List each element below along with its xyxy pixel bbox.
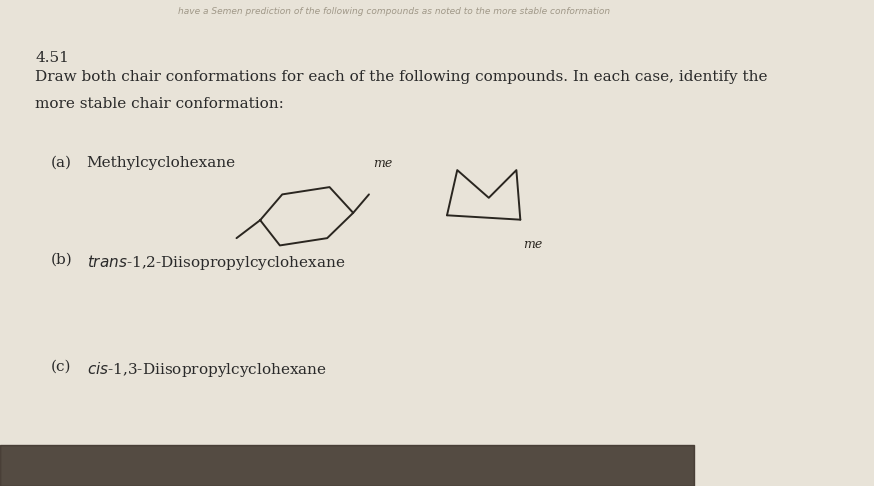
Text: $\mathit{cis}$-1,3-Diisopropylcyclohexane: $\mathit{cis}$-1,3-Diisopropylcyclohexan… (87, 360, 327, 379)
Text: (c): (c) (52, 360, 72, 374)
Text: Draw both chair conformations for each of the following compounds. In each case,: Draw both chair conformations for each o… (36, 70, 768, 85)
Text: more stable chair conformation:: more stable chair conformation: (36, 97, 284, 111)
Text: have a Semen prediction of the following compounds as noted to the more stable c: have a Semen prediction of the following… (178, 7, 610, 17)
Text: 4.51: 4.51 (36, 51, 69, 65)
Text: Methylcyclohexane: Methylcyclohexane (87, 156, 236, 170)
Text: (b): (b) (52, 253, 73, 267)
Text: $\mathit{trans}$-1,2-Diisopropylcyclohexane: $\mathit{trans}$-1,2-Diisopropylcyclohex… (87, 253, 345, 272)
Text: me: me (373, 157, 392, 170)
Text: (a): (a) (52, 156, 73, 170)
Text: me: me (523, 238, 542, 251)
